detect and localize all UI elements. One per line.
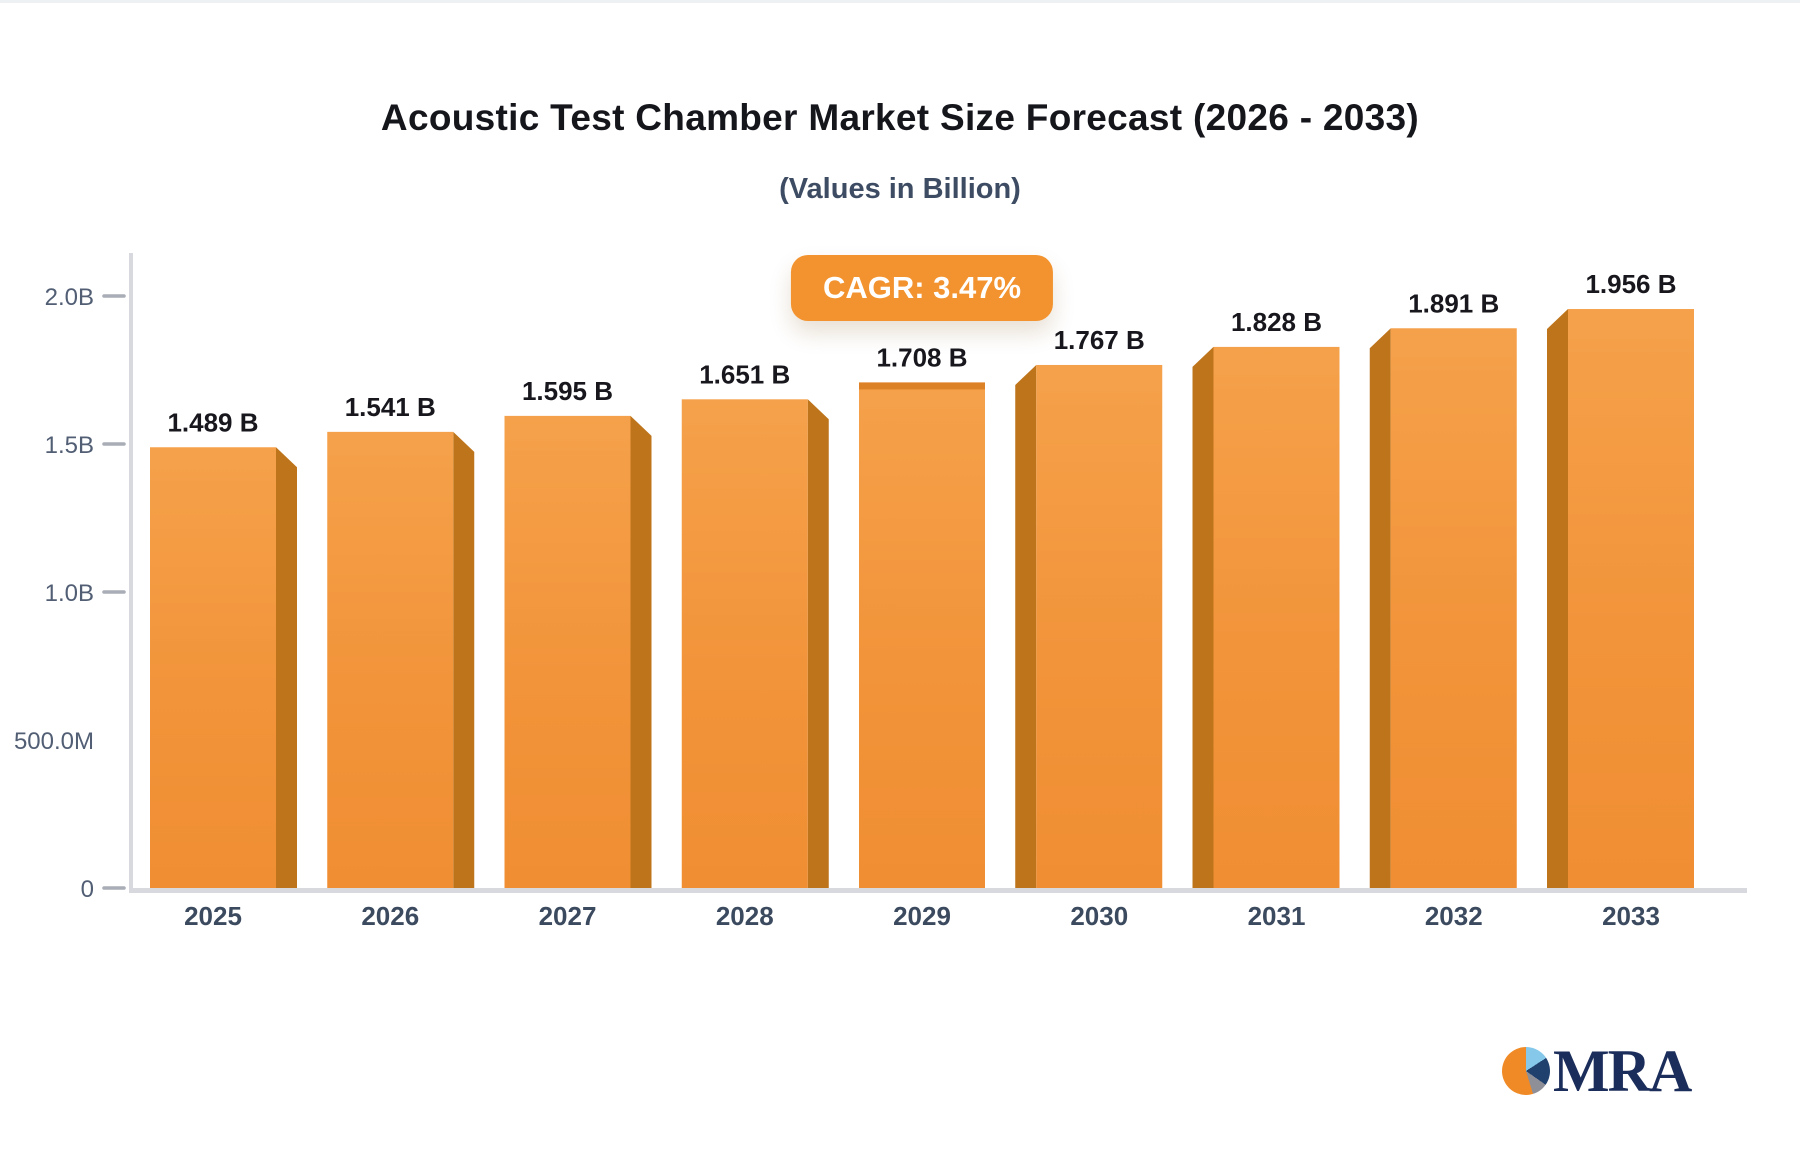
mra-logo: MRA xyxy=(1502,1038,1692,1104)
x-axis-label: 2028 xyxy=(716,901,774,931)
x-axis-label: 2029 xyxy=(893,901,951,931)
y-axis-tick-label: 2.0B xyxy=(45,284,94,311)
pie-chart-icon xyxy=(1502,1047,1550,1095)
bar-2030[interactable] xyxy=(1015,364,1163,888)
bar-value-label: 1.956 B xyxy=(1585,269,1676,299)
bar-side-face xyxy=(1192,346,1214,888)
bar-value-label: 1.595 B xyxy=(522,376,613,406)
bar-side-face xyxy=(630,415,652,888)
y-axis-tick-label: 0 xyxy=(81,876,94,903)
bar-2029[interactable] xyxy=(859,382,985,888)
x-axis-label: 2027 xyxy=(539,901,597,931)
bar-value-label: 1.708 B xyxy=(876,342,967,372)
bar-face xyxy=(859,382,985,888)
bar-side-face xyxy=(453,431,475,888)
bar-value-label: 1.489 B xyxy=(167,407,258,437)
bar-face xyxy=(1036,364,1163,888)
bar-chart-svg: 0 500.0M 1.0B 1.5B 2.0B 1.489 B 2025 1.541 B 202… xyxy=(14,253,1747,931)
bar-face xyxy=(1213,346,1340,888)
cagr-badge: CAGR: 3.47% xyxy=(790,255,1054,321)
bar-2033[interactable] xyxy=(1547,309,1694,888)
chart-subtitle: (Values in Billion) xyxy=(779,173,1021,205)
bar-side-face xyxy=(807,399,829,888)
bar-value-label: 1.891 B xyxy=(1408,288,1499,318)
bar-face xyxy=(150,447,276,888)
bar-side-face xyxy=(1369,328,1391,888)
bar-face xyxy=(1390,328,1517,888)
x-axis-label: 2030 xyxy=(1070,901,1128,931)
bar-2032[interactable] xyxy=(1369,328,1517,888)
bar-2025[interactable] xyxy=(150,447,297,888)
x-axis-label: 2032 xyxy=(1425,901,1483,931)
bar-2031[interactable] xyxy=(1192,346,1340,888)
x-axis-label: 2033 xyxy=(1602,901,1660,931)
bar-value-label: 1.767 B xyxy=(1054,325,1145,355)
bar-face xyxy=(681,399,808,888)
bar-2026[interactable] xyxy=(327,431,475,888)
bar-face xyxy=(327,431,454,888)
bar-side-face xyxy=(276,447,297,888)
chart-title: Acoustic Test Chamber Market Size Foreca… xyxy=(380,97,1420,138)
bar-side-face xyxy=(1015,364,1037,888)
x-axis-label: 2026 xyxy=(361,901,419,931)
bar-face xyxy=(1568,309,1694,888)
x-axis-label: 2031 xyxy=(1248,901,1306,931)
bar-value-label: 1.828 B xyxy=(1231,307,1322,337)
bar-face xyxy=(504,415,631,888)
bar-value-label: 1.651 B xyxy=(699,359,790,389)
y-axis-line xyxy=(129,253,133,893)
bar-2027[interactable] xyxy=(504,415,652,888)
y-axis-tick-label: 500.0M xyxy=(14,728,94,755)
y-axis-tick-label: 1.5B xyxy=(45,432,94,459)
y-axis-tick-label: 1.0B xyxy=(45,580,94,607)
bar-side-face xyxy=(1547,309,1568,888)
bar-2028[interactable] xyxy=(681,399,829,888)
bar-value-label: 1.541 B xyxy=(345,392,436,422)
mra-logo-text: MRA xyxy=(1553,1038,1692,1104)
x-axis-line xyxy=(129,888,1747,893)
x-axis-label: 2025 xyxy=(184,901,242,931)
bar-top-edge xyxy=(859,382,985,390)
